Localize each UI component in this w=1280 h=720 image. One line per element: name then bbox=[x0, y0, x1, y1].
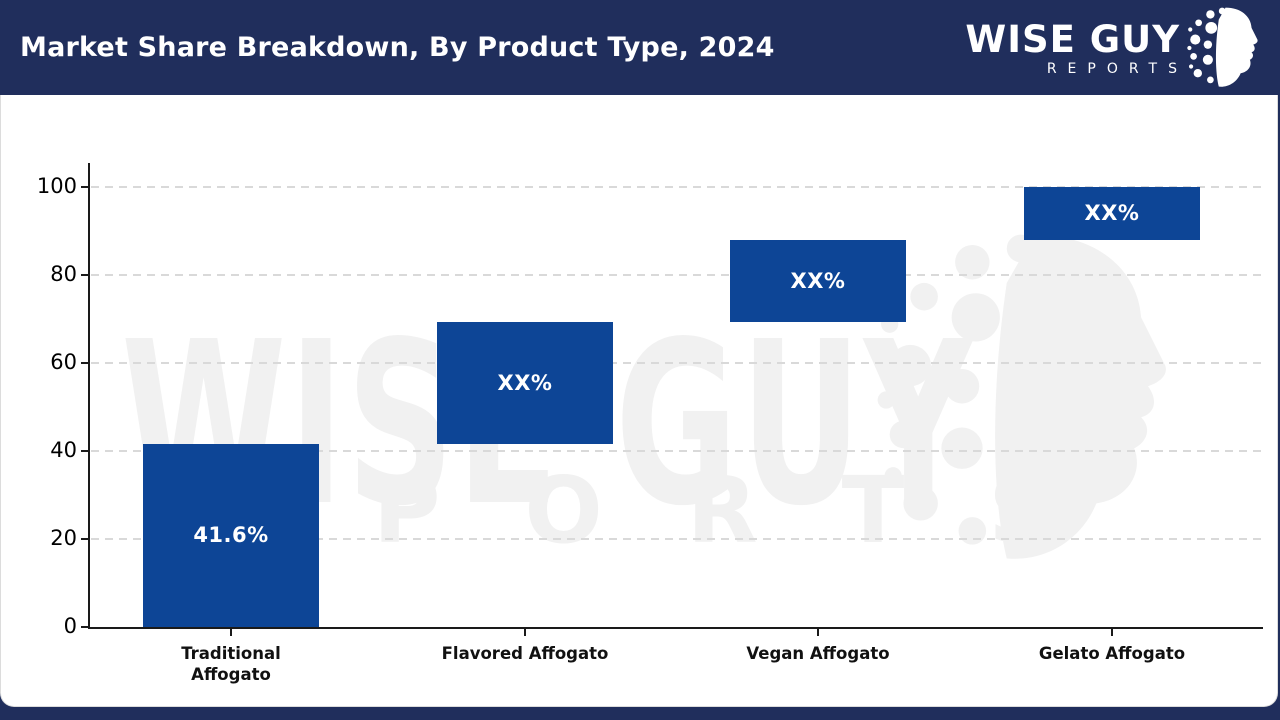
waterfall-bar: 41.6% bbox=[143, 443, 319, 627]
y-tick-mark bbox=[81, 450, 89, 452]
waterfall-bar: XX% bbox=[1024, 187, 1200, 240]
x-axis-label: Traditional Affogato bbox=[181, 644, 281, 685]
y-tick-label: 20 bbox=[50, 526, 77, 550]
y-gridline bbox=[91, 274, 1263, 276]
x-axis-label: Gelato Affogato bbox=[1038, 644, 1186, 663]
wise-guy-logo: WISE GUY REPORTS bbox=[965, 6, 1262, 90]
wise-guy-head-icon bbox=[1187, 7, 1258, 87]
footer-band bbox=[0, 707, 1280, 720]
y-tick-label: 40 bbox=[50, 438, 77, 462]
y-tick-mark bbox=[81, 626, 89, 628]
y-tick-label: 60 bbox=[50, 350, 77, 374]
waterfall-bar: XX% bbox=[730, 239, 906, 323]
x-axis-label: Flavored Affogato bbox=[441, 644, 609, 663]
watermark-text-line2: P O R T S bbox=[373, 457, 1081, 564]
bar-value-label: XX% bbox=[497, 371, 553, 396]
y-tick-mark bbox=[81, 186, 89, 188]
chart-title: Market Share Breakdown, By Product Type,… bbox=[20, 32, 775, 63]
y-axis-line bbox=[88, 163, 90, 629]
bar-value-label: XX% bbox=[790, 268, 846, 293]
plot-area: 0 20 40 60 80 100 41.6% Traditional Affogato XX%… bbox=[1, 95, 1277, 706]
y-tick-mark bbox=[81, 274, 89, 276]
header-band: Market Share Breakdown, By Product Type,… bbox=[0, 0, 1280, 95]
x-tick-mark bbox=[817, 629, 819, 636]
y-gridline bbox=[91, 538, 1263, 540]
y-gridline bbox=[91, 186, 1263, 188]
y-tick-label: 100 bbox=[36, 174, 77, 198]
y-gridline bbox=[91, 450, 1263, 452]
bar-value-label: 41.6% bbox=[193, 523, 269, 548]
x-axis-label: Vegan Affogato bbox=[746, 644, 890, 663]
bar-value-label: XX% bbox=[1084, 201, 1140, 226]
y-tick-label: 80 bbox=[50, 262, 77, 286]
y-tick-mark bbox=[81, 538, 89, 540]
logo-wordmark: WISE GUY bbox=[965, 17, 1180, 61]
y-gridline bbox=[91, 362, 1263, 364]
x-tick-mark bbox=[524, 629, 526, 636]
chart-card: WISE GUY P O R T S 0 20 40 60 80 100 41.6% Trad… bbox=[0, 95, 1278, 707]
x-tick-mark bbox=[1111, 629, 1113, 636]
logo-subtitle: REPORTS bbox=[1046, 60, 1188, 77]
x-tick-mark bbox=[230, 629, 232, 636]
logo-text: WISE GUY REPORTS bbox=[965, 21, 1180, 76]
x-axis-line bbox=[88, 627, 1263, 629]
waterfall-bar: XX% bbox=[437, 322, 613, 444]
y-tick-label: 0 bbox=[63, 614, 77, 638]
watermark-head-icon bbox=[877, 234, 1166, 559]
y-tick-mark bbox=[81, 362, 89, 364]
